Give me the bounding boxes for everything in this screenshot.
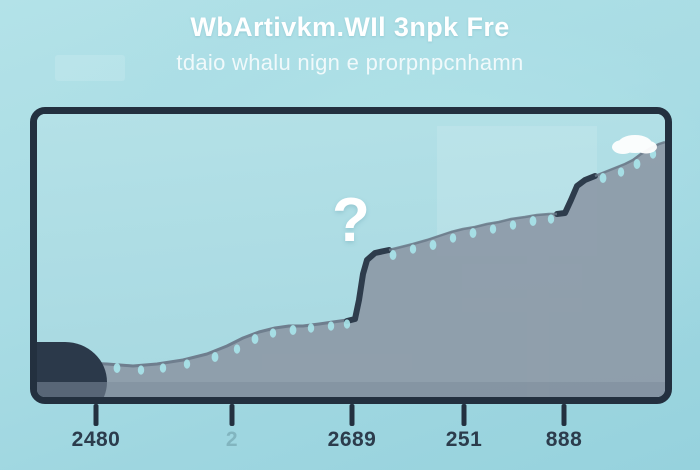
x-tick-label-2: 2689 xyxy=(327,428,377,451)
x-axis: 2480 2 2689 251 888 xyxy=(0,404,700,470)
x-tick-3 xyxy=(461,404,467,426)
x-tick-2 xyxy=(349,404,355,426)
edge-dot-markers xyxy=(113,149,657,375)
area-chart-svg xyxy=(37,126,665,397)
step-cliff-edge-2 xyxy=(554,173,598,217)
page-subtitle: tdaio whalu nign e prorpnpcnhamn xyxy=(176,50,524,76)
x-tick-label-3: 251 xyxy=(445,428,483,451)
x-tick-label-1: 2 xyxy=(225,428,239,451)
left-cap-marker xyxy=(37,342,107,397)
x-tick-label-0: 2480 xyxy=(71,428,121,451)
plot-frame xyxy=(30,107,672,404)
step-cliff-edge xyxy=(344,247,392,324)
cloud-icon xyxy=(612,135,657,154)
x-tick-0 xyxy=(93,404,99,426)
x-tick-label-4: 888 xyxy=(545,428,583,451)
crest-highlight xyxy=(388,212,557,252)
x-tick-4 xyxy=(561,404,567,426)
title-block: WbArtivkm.WIl 3npk Fre tdaio whalu nign … xyxy=(0,12,700,75)
question-mark-icon: ? xyxy=(332,186,370,255)
page-title: WbArtivkm.WIl 3npk Fre xyxy=(190,12,510,42)
area-series-path xyxy=(37,142,665,397)
x-tick-1 xyxy=(229,404,235,426)
